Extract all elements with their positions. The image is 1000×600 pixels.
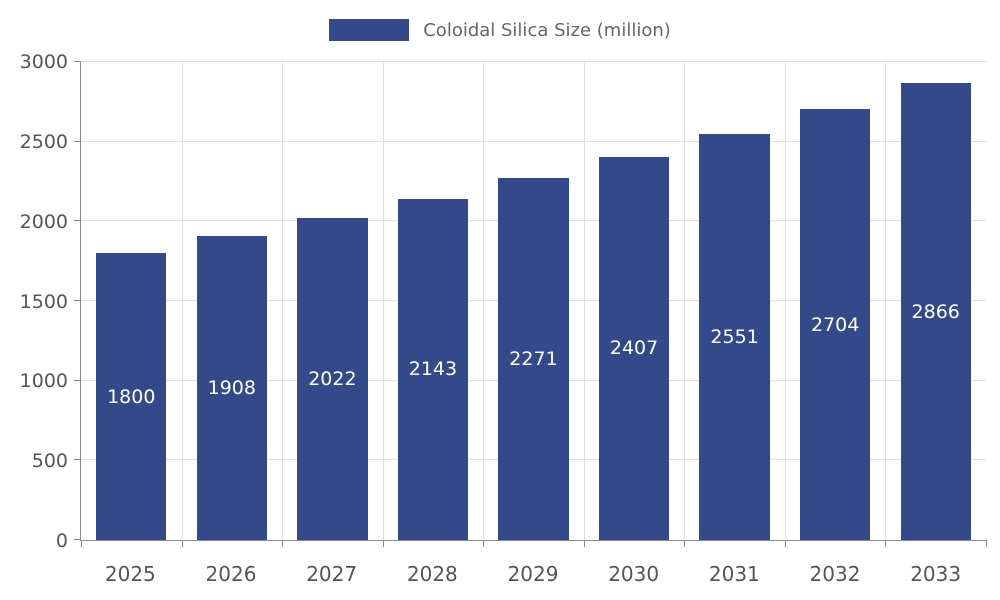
bar-value-label: 2866 xyxy=(911,300,960,323)
y-tick-mark xyxy=(74,61,81,62)
y-tick-label: 3000 xyxy=(19,51,68,73)
x-tick-mark xyxy=(483,540,485,547)
bar: 2271 xyxy=(498,178,569,540)
x-tick-label: 2027 xyxy=(306,562,358,586)
x-tick-mark xyxy=(684,540,686,547)
x-tick-label: 2025 xyxy=(104,562,156,586)
gridline-vertical xyxy=(885,62,887,540)
x-tick-label: 2028 xyxy=(406,562,458,586)
y-tick-label: 1000 xyxy=(19,370,68,393)
y-axis-labels: 0 500 1000 1500 2000 2500 3000 xyxy=(0,51,68,552)
chart-legend: Coloidal Silica Size (million) xyxy=(0,16,1000,44)
y-tick-mark xyxy=(74,140,81,142)
x-tick-label: 2033 xyxy=(910,562,962,586)
gridline-vertical xyxy=(684,62,686,540)
gridline-vertical xyxy=(382,62,384,540)
bar: 2407 xyxy=(598,156,670,540)
bar-value-label: 1908 xyxy=(207,377,256,399)
bar: 2551 xyxy=(699,133,770,540)
legend-label: Coloidal Silica Size (million) xyxy=(423,19,671,41)
gridline-vertical xyxy=(181,62,183,540)
gridline-vertical xyxy=(282,62,284,540)
legend-swatch xyxy=(329,19,410,41)
x-tick-label: 2026 xyxy=(205,562,257,586)
y-tick-mark xyxy=(74,459,81,461)
x-tick-label: 2030 xyxy=(608,562,660,586)
x-tick-mark xyxy=(986,540,987,547)
x-tick-mark xyxy=(784,540,786,547)
bar: 1908 xyxy=(196,236,267,540)
bar-value-label: 1800 xyxy=(107,385,156,408)
x-tick-mark xyxy=(81,540,82,547)
bar-value-label: 2704 xyxy=(810,313,860,336)
bar-value-label: 2271 xyxy=(509,348,558,371)
gridline-vertical xyxy=(784,62,786,540)
x-tick-mark xyxy=(282,540,284,547)
bar: 2704 xyxy=(799,109,871,540)
gridline-vertical xyxy=(583,62,585,540)
bar-value-label: 2143 xyxy=(408,358,458,381)
y-tick-label: 2500 xyxy=(19,130,68,153)
gridline-vertical xyxy=(483,62,485,540)
x-tick-mark xyxy=(181,540,183,547)
y-tick-mark xyxy=(74,300,81,301)
bar-value-label: 2407 xyxy=(609,337,659,360)
bar: 2866 xyxy=(900,83,971,540)
y-tick-label: 0 xyxy=(55,530,68,552)
x-tick-label: 2029 xyxy=(507,562,559,586)
y-tick-mark xyxy=(74,539,81,540)
plot-area: 1800 1908 2022 2143 2271 2407 2551 2704 2866 xyxy=(74,61,987,547)
x-tick-mark xyxy=(885,540,887,547)
bar: 1800 xyxy=(96,253,167,540)
y-tick-label: 2000 xyxy=(19,210,68,233)
bar: 2022 xyxy=(297,217,368,540)
gridline-horizontal xyxy=(81,140,986,142)
y-tick-mark xyxy=(74,220,81,222)
bar-value-label: 2551 xyxy=(710,325,759,348)
x-tick-label: 2032 xyxy=(809,562,861,586)
bar: 2143 xyxy=(397,198,469,540)
x-tick-mark xyxy=(382,540,384,547)
gridline-horizontal xyxy=(81,61,986,62)
y-tick-label: 500 xyxy=(31,450,68,473)
y-tick-label: 1500 xyxy=(19,290,68,313)
x-axis-labels: 2025 2026 2027 2028 2029 2030 2031 2032 2033 xyxy=(80,562,986,592)
bar-value-label: 2022 xyxy=(308,367,357,390)
x-tick-mark xyxy=(583,540,585,547)
y-tick-mark xyxy=(74,379,81,381)
x-tick-label: 2031 xyxy=(708,562,760,586)
